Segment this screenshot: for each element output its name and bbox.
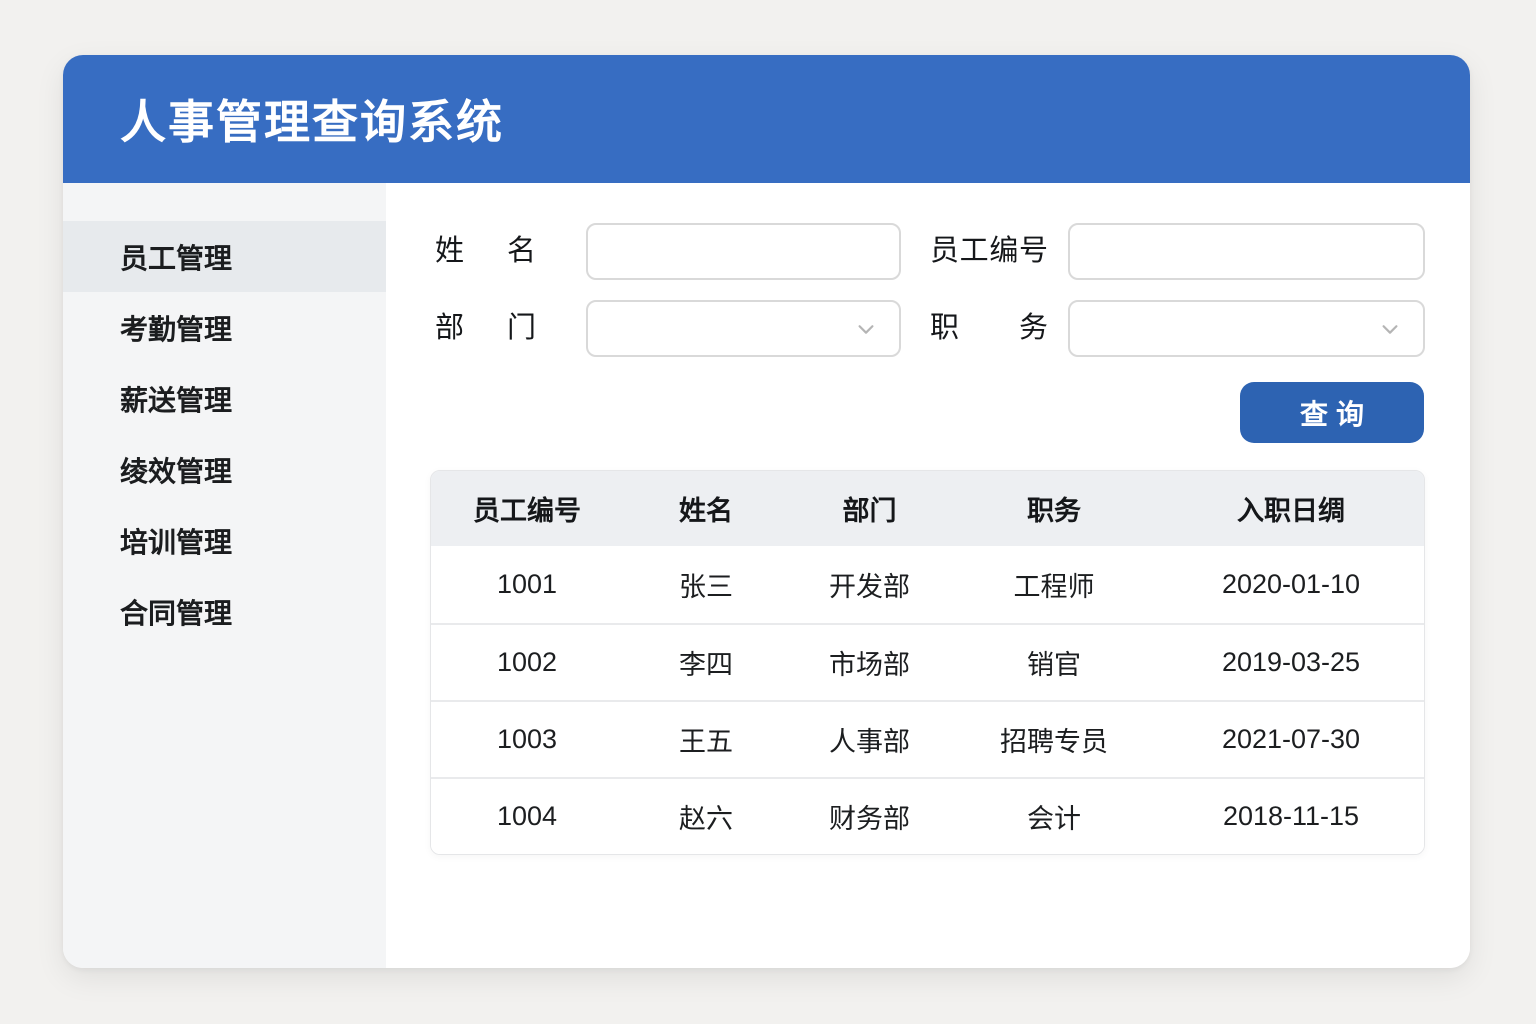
position-select[interactable]	[1068, 300, 1425, 357]
cell-employee-id: 1003	[496, 724, 558, 754]
page-title: 人事管理查询系统	[120, 96, 504, 148]
cell-employee-id: 1002	[496, 647, 558, 677]
main-panel: 姓名 员工编号 部门 职务 查询 员工编号 姓名	[386, 183, 1470, 968]
cell-name: 张三	[679, 572, 733, 602]
sidebar-item-label: 绫效管理	[120, 455, 233, 487]
sidebar-item-contract-mgmt[interactable]: 合同管理	[63, 576, 386, 647]
search-button[interactable]: 查询	[1240, 382, 1424, 443]
cell-name: 王五	[679, 727, 733, 757]
cell-position: 销官	[1027, 650, 1081, 680]
position-label: 职务	[930, 312, 1048, 344]
app-header: 人事管理查询系统	[63, 55, 1470, 183]
employee-table: 员工编号 姓名 部门 职务 入职日绸 1001 张三 开发部 工程师 2020-…	[430, 470, 1425, 855]
cell-hire-date: 2019-03-25	[1221, 647, 1361, 677]
sidebar-item-label: 薪送管理	[120, 384, 233, 416]
cell-hire-date: 2020-01-10	[1221, 569, 1361, 599]
table-row[interactable]: 1002 李四 市场部 销官 2019-03-25	[431, 623, 1424, 700]
sidebar-item-label: 培训管理	[120, 526, 233, 558]
cell-employee-id: 1001	[496, 569, 558, 599]
cell-department: 财务部	[829, 804, 910, 834]
cell-department: 市场部	[829, 650, 910, 680]
cell-position: 会计	[1027, 804, 1081, 834]
cell-name: 李四	[679, 650, 733, 680]
department-select[interactable]	[586, 300, 901, 357]
cell-employee-id: 1004	[496, 801, 558, 831]
table-row[interactable]: 1001 张三 开发部 工程师 2020-01-10	[431, 546, 1424, 623]
app-body: 员工管理 考勤管理 薪送管理 绫效管理 培训管理 合同管理 姓名 员工编号	[63, 183, 1470, 968]
sidebar-item-label: 考勤管理	[120, 313, 233, 345]
col-header-department: 部门	[842, 496, 897, 526]
cell-hire-date: 2021-07-30	[1221, 724, 1361, 754]
sidebar-item-salary-mgmt[interactable]: 薪送管理	[63, 363, 386, 434]
col-header-hire-date: 入职日绸	[1237, 496, 1345, 526]
department-label: 部门	[435, 312, 536, 344]
table-row[interactable]: 1003 王五 人事部 招聘专员 2021-07-30	[431, 700, 1424, 777]
name-label: 姓名	[435, 235, 536, 267]
cell-hire-date: 2018-11-15	[1222, 801, 1360, 831]
table-row[interactable]: 1004 赵六 财务部 会计 2018-11-15	[431, 777, 1424, 854]
sidebar-item-employee-mgmt[interactable]: 员工管理	[63, 221, 386, 292]
sidebar-item-label: 员工管理	[120, 242, 233, 274]
table-header-row: 员工编号 姓名 部门 职务 入职日绸	[431, 471, 1424, 546]
name-input[interactable]	[586, 223, 901, 280]
app-window: 人事管理查询系统 员工管理 考勤管理 薪送管理 绫效管理 培训管理 合同管理	[63, 55, 1470, 968]
sidebar-item-training-mgmt[interactable]: 培训管理	[63, 505, 386, 576]
cell-position: 招聘专员	[1000, 727, 1108, 757]
sidebar-item-label: 合同管理	[120, 597, 233, 629]
cell-position: 工程师	[1013, 572, 1095, 602]
sidebar: 员工管理 考勤管理 薪送管理 绫效管理 培训管理 合同管理	[63, 183, 386, 968]
cell-name: 赵六	[679, 804, 733, 834]
sidebar-item-attendance-mgmt[interactable]: 考勤管理	[63, 292, 386, 363]
sidebar-item-performance-mgmt[interactable]: 绫效管理	[63, 434, 386, 505]
col-header-position: 职务	[1027, 496, 1081, 526]
cell-department: 开发部	[829, 572, 910, 602]
chevron-down-icon	[1382, 324, 1398, 334]
chevron-down-icon	[858, 324, 874, 334]
employee-id-input[interactable]	[1068, 223, 1425, 280]
employee-id-label: 员工编号	[930, 235, 1048, 267]
col-header-name: 姓名	[679, 496, 733, 526]
cell-department: 人事部	[829, 727, 910, 757]
col-header-employee-id: 员工编号	[473, 496, 581, 526]
